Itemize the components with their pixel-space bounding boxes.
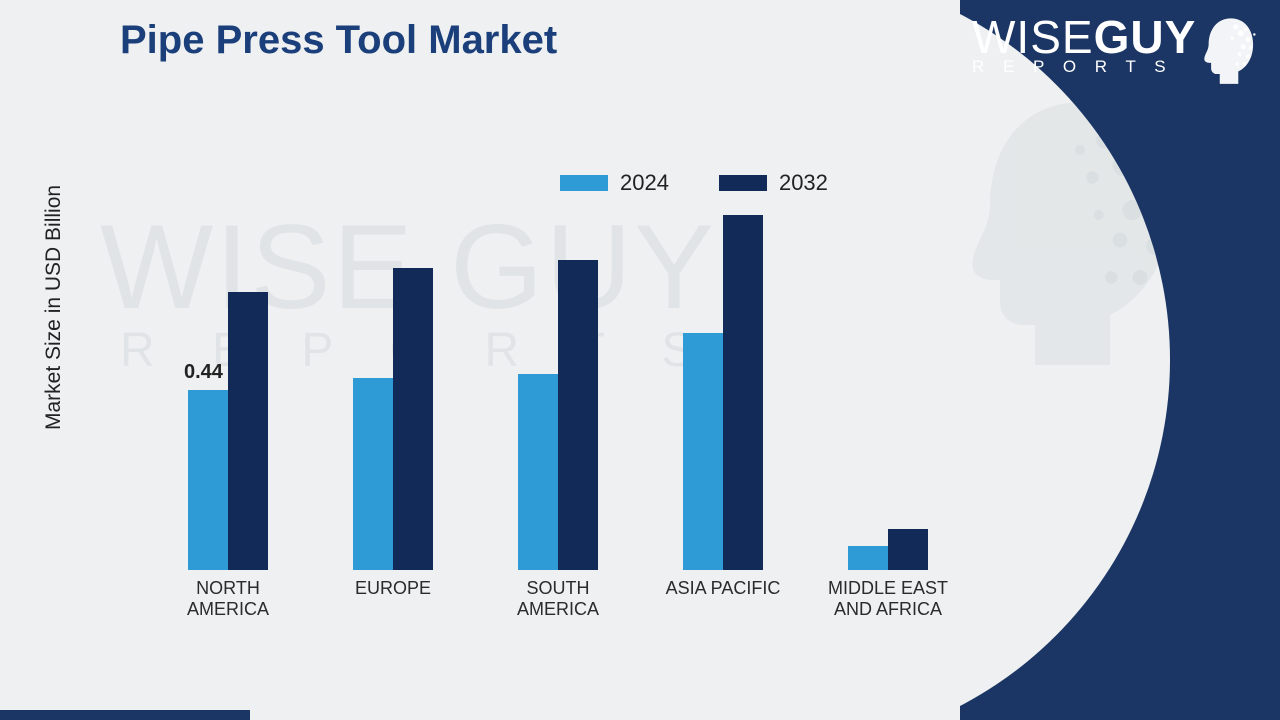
bar-ap-2032 bbox=[723, 215, 763, 570]
plot-area: 0.44 bbox=[148, 170, 938, 570]
bar-sa-2024 bbox=[518, 374, 558, 570]
bar-eu-2032 bbox=[393, 268, 433, 570]
x-label-mea: MIDDLE EAST AND AFRICA bbox=[823, 578, 953, 619]
bar-group-ap bbox=[683, 215, 763, 570]
right-brand-panel bbox=[960, 0, 1280, 720]
bar-ap-2024 bbox=[683, 333, 723, 570]
x-label-na: NORTH AMERICA bbox=[163, 578, 293, 619]
logo-text-reports: R E P O R T S bbox=[972, 58, 1196, 75]
value-label-na: 0.44 bbox=[184, 361, 223, 384]
x-label-ap: ASIA PACIFIC bbox=[658, 578, 788, 599]
logo-text-guy: GUY bbox=[1094, 11, 1197, 63]
chart-title: Pipe Press Tool Market bbox=[120, 18, 557, 63]
bar-group-mea bbox=[848, 529, 928, 570]
bottom-accent-bar bbox=[0, 710, 250, 720]
bar-eu-2024 bbox=[353, 378, 393, 570]
y-axis-label: Market Size in USD Billion bbox=[42, 185, 66, 430]
bar-chart: 2024 2032 Market Size in USD Billion 0.4… bbox=[60, 170, 940, 690]
bar-group-eu bbox=[353, 268, 433, 570]
bar-na-2024 bbox=[188, 390, 228, 570]
bar-mea-2024 bbox=[848, 546, 888, 570]
x-label-eu: EUROPE bbox=[328, 578, 458, 599]
bar-na-2032 bbox=[228, 292, 268, 570]
bar-group-sa bbox=[518, 260, 598, 570]
bar-mea-2032 bbox=[888, 529, 928, 570]
logo-text-wise: WISE bbox=[972, 11, 1094, 63]
canvas: WISEGUY R E P O R T S bbox=[0, 0, 1280, 720]
bar-sa-2032 bbox=[558, 260, 598, 570]
logo-head-icon bbox=[1200, 14, 1262, 92]
x-label-sa: SOUTH AMERICA bbox=[493, 578, 623, 619]
bar-group-na bbox=[188, 292, 268, 570]
brand-logo: WISEGUY R E P O R T S bbox=[972, 14, 1262, 92]
